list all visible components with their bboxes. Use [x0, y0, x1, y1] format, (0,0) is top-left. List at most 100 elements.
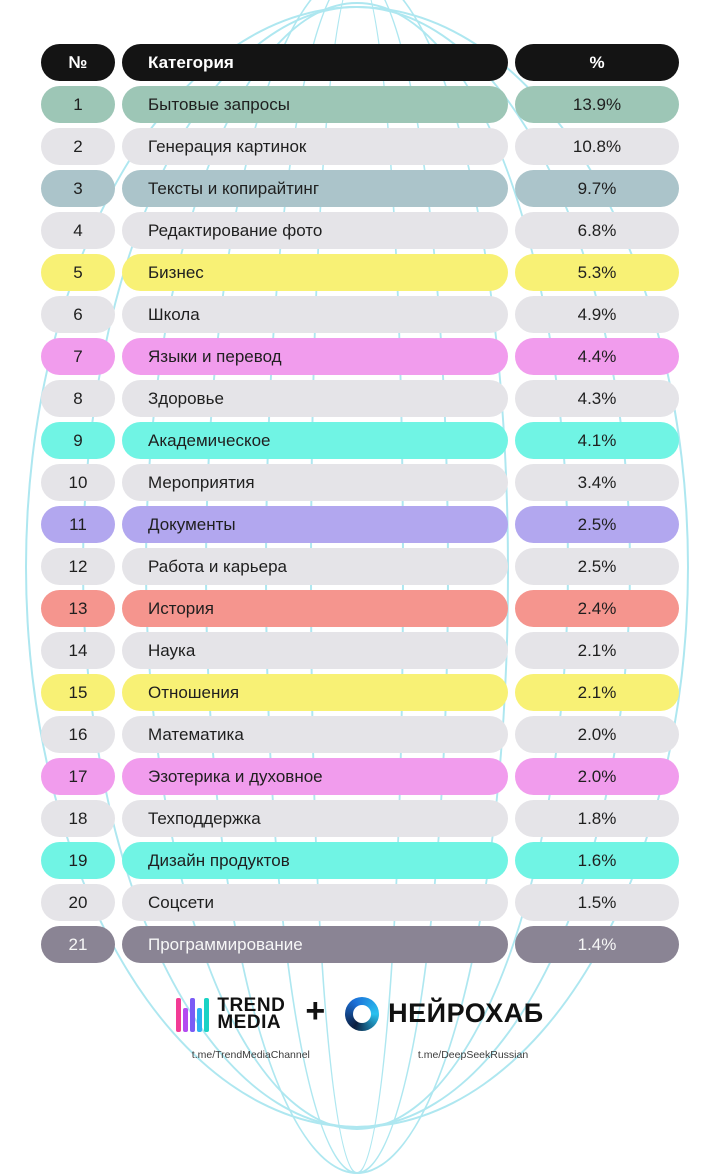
- row-number: 13: [41, 590, 115, 627]
- row-category: Редактирование фото: [122, 212, 508, 249]
- row-number: 11: [41, 506, 115, 543]
- row-category: Соцсети: [122, 884, 508, 921]
- row-category: Здоровье: [122, 380, 508, 417]
- table-row: 10 Мероприятия 3.4%: [41, 464, 679, 501]
- table-row: 3 Тексты и копирайтинг 9.7%: [41, 170, 679, 207]
- row-percent: 4.9%: [515, 296, 679, 333]
- category-table: № Категория % 1 Бытовые запросы 13.9% 2 Гене…: [41, 44, 679, 968]
- table-row: 21 Программирование 1.4%: [41, 926, 679, 963]
- row-percent: 2.5%: [515, 548, 679, 585]
- row-percent: 2.4%: [515, 590, 679, 627]
- table-row: 17 Эзотерика и духовное 2.0%: [41, 758, 679, 795]
- logo-bar: [197, 1007, 203, 1032]
- row-category: Дизайн продуктов: [122, 842, 508, 879]
- table-row: 12 Работа и карьера 2.5%: [41, 548, 679, 585]
- table-row: 4 Редактирование фото 6.8%: [41, 212, 679, 249]
- row-category: Языки и перевод: [122, 338, 508, 375]
- trendmedia-logo: TREND MEDIA: [176, 996, 285, 1032]
- table-row: 2 Генерация картинок 10.8%: [41, 128, 679, 165]
- row-category: Академическое: [122, 422, 508, 459]
- plus-icon: +: [305, 992, 326, 1030]
- row-category: Генерация картинок: [122, 128, 508, 165]
- row-category: Школа: [122, 296, 508, 333]
- row-category: Математика: [122, 716, 508, 753]
- row-percent: 4.1%: [515, 422, 679, 459]
- table-row: 1 Бытовые запросы 13.9%: [41, 86, 679, 123]
- row-percent: 4.3%: [515, 380, 679, 417]
- trendmedia-line1: TREND: [217, 994, 286, 1016]
- table-row: 5 Бизнес 5.3%: [41, 254, 679, 291]
- table-row: 18 Техподдержка 1.8%: [41, 800, 679, 837]
- row-category: Документы: [122, 506, 508, 543]
- table-row: 20 Соцсети 1.5%: [41, 884, 679, 921]
- row-category: Мероприятия: [122, 464, 508, 501]
- footer-links: t.me/TrendMediaChannel t.me/DeepSeekRuss…: [192, 1049, 528, 1061]
- row-category: Отношения: [122, 674, 508, 711]
- row-number: 14: [41, 632, 115, 669]
- row-number: 10: [41, 464, 115, 501]
- table-row: 7 Языки и перевод 4.4%: [41, 338, 679, 375]
- table-row: 8 Здоровье 4.3%: [41, 380, 679, 417]
- row-percent: 2.1%: [515, 632, 679, 669]
- row-percent: 5.3%: [515, 254, 679, 291]
- row-number: 19: [41, 842, 115, 879]
- row-percent: 13.9%: [515, 86, 679, 123]
- logo-bar: [183, 1007, 189, 1032]
- trendmedia-link: t.me/TrendMediaChannel: [191, 1049, 310, 1061]
- neurohub-wordmark: НЕЙРОХАБ: [388, 998, 544, 1028]
- row-percent: 2.0%: [515, 716, 679, 753]
- row-percent: 1.8%: [515, 800, 679, 837]
- row-category: Бизнес: [122, 254, 508, 291]
- row-percent: 9.7%: [515, 170, 679, 207]
- neurohub-link: t.me/DeepSeekRussian: [417, 1049, 529, 1061]
- row-number: 21: [41, 926, 115, 963]
- row-number: 17: [41, 758, 115, 795]
- logo-bar: [204, 997, 210, 1032]
- row-category: Бытовые запросы: [122, 86, 508, 123]
- row-number: 5: [41, 254, 115, 291]
- row-number: 6: [41, 296, 115, 333]
- row-number: 8: [41, 380, 115, 417]
- table-row: 16 Математика 2.0%: [41, 716, 679, 753]
- trendmedia-line2: MEDIA: [217, 1011, 282, 1033]
- row-percent: 2.1%: [515, 674, 679, 711]
- row-percent: 2.5%: [515, 506, 679, 543]
- table-row: 13 История 2.4%: [41, 590, 679, 627]
- trendmedia-wordmark: TREND MEDIA: [217, 994, 286, 1033]
- table-row: 9 Академическое 4.1%: [41, 422, 679, 459]
- footer-logos: TREND MEDIA + НЕЙРОХАБ: [176, 992, 543, 1035]
- table-row: 14 Наука 2.1%: [41, 632, 679, 669]
- neurohub-ring-icon: [345, 996, 380, 1031]
- row-percent: 2.0%: [515, 758, 679, 795]
- row-category: Наука: [122, 632, 508, 669]
- row-number: 4: [41, 212, 115, 249]
- header-category: Категория: [122, 44, 508, 81]
- table-row: 19 Дизайн продуктов 1.6%: [41, 842, 679, 879]
- row-number: 16: [41, 716, 115, 753]
- footer: TREND MEDIA + НЕЙРОХАБ t.me/TrendMediaCh…: [0, 992, 720, 1061]
- row-number: 2: [41, 128, 115, 165]
- row-number: 12: [41, 548, 115, 585]
- row-percent: 1.4%: [515, 926, 679, 963]
- row-category: Техподдержка: [122, 800, 508, 837]
- row-number: 18: [41, 800, 115, 837]
- trendmedia-bars-icon: [176, 996, 210, 1032]
- row-percent: 10.8%: [515, 128, 679, 165]
- row-category: Эзотерика и духовное: [122, 758, 508, 795]
- table-row: 15 Отношения 2.1%: [41, 674, 679, 711]
- row-number: 9: [41, 422, 115, 459]
- row-category: Работа и карьера: [122, 548, 508, 585]
- logo-bar: [190, 997, 196, 1032]
- logo-bar: [176, 997, 182, 1032]
- row-number: 1: [41, 86, 115, 123]
- row-number: 7: [41, 338, 115, 375]
- row-percent: 3.4%: [515, 464, 679, 501]
- row-number: 3: [41, 170, 115, 207]
- row-category: Тексты и копирайтинг: [122, 170, 508, 207]
- header-percent: %: [515, 44, 679, 81]
- table-row: 11 Документы 2.5%: [41, 506, 679, 543]
- neurohub-logo: НЕЙРОХАБ: [345, 996, 544, 1031]
- row-percent: 1.5%: [515, 884, 679, 921]
- row-category: История: [122, 590, 508, 627]
- row-number: 20: [41, 884, 115, 921]
